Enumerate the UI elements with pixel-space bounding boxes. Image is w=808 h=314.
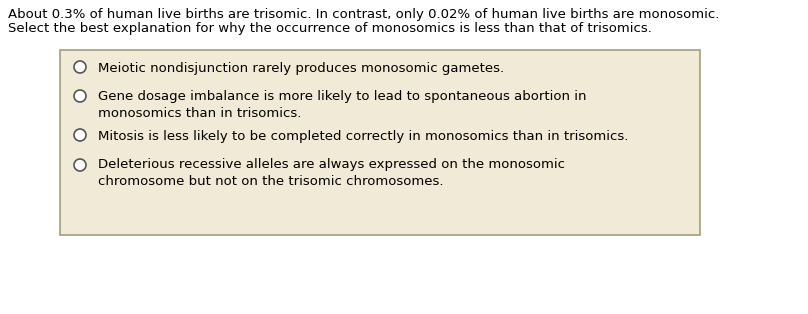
Text: Deleterious recessive alleles are always expressed on the monosomic
chromosome b: Deleterious recessive alleles are always… <box>98 158 565 188</box>
FancyBboxPatch shape <box>60 50 700 235</box>
Circle shape <box>74 61 86 73</box>
Circle shape <box>74 129 86 141</box>
Text: About 0.3% of human live births are trisomic. In contrast, only 0.02% of human l: About 0.3% of human live births are tris… <box>8 8 719 21</box>
Text: Mitosis is less likely to be completed correctly in monosomics than in trisomics: Mitosis is less likely to be completed c… <box>98 130 629 143</box>
Text: Meiotic nondisjunction rarely produces monosomic gametes.: Meiotic nondisjunction rarely produces m… <box>98 62 504 75</box>
Circle shape <box>74 90 86 102</box>
Text: Select the best explanation for why the occurrence of monosomics is less than th: Select the best explanation for why the … <box>8 22 652 35</box>
Text: Gene dosage imbalance is more likely to lead to spontaneous abortion in
monosomi: Gene dosage imbalance is more likely to … <box>98 90 587 120</box>
Circle shape <box>74 159 86 171</box>
